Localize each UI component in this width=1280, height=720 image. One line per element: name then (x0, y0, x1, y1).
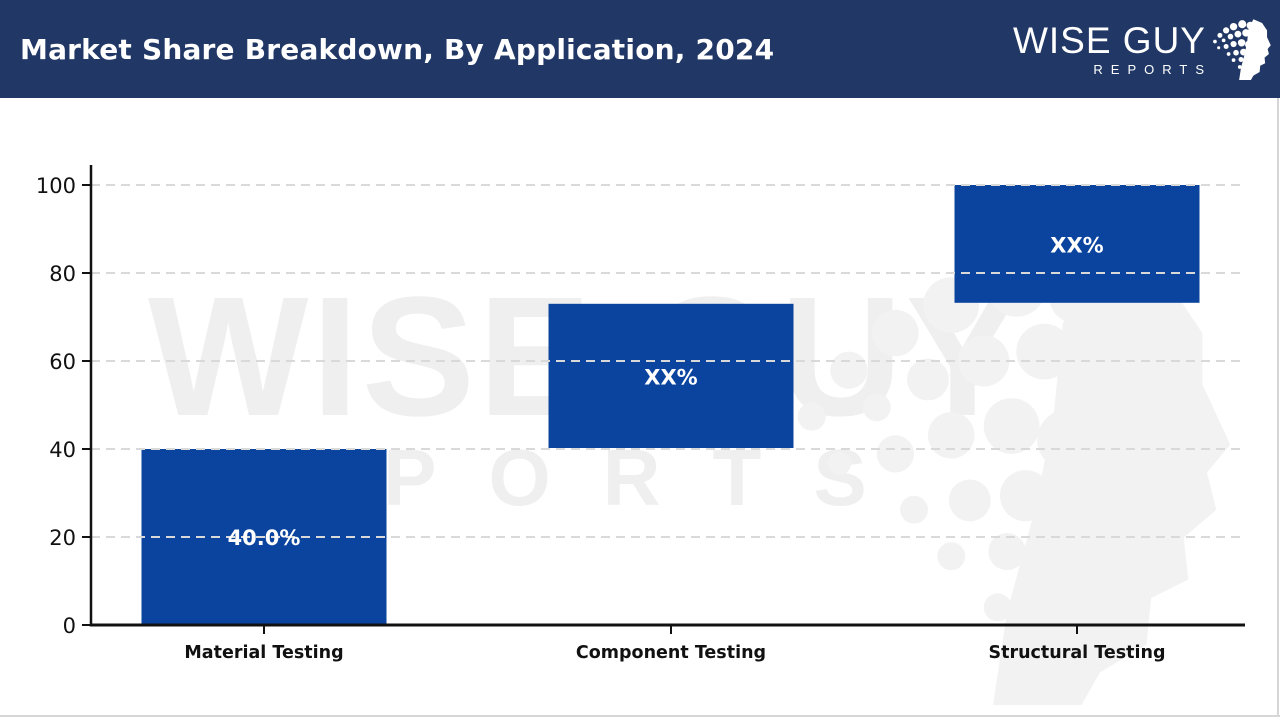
header: Market Share Breakdown, By Application, … (0, 0, 1280, 98)
y-tick-label-100: 100 (36, 174, 76, 198)
x-category-label-2: Structural Testing (988, 643, 1165, 663)
brand-name: WISE GUY (1012, 19, 1206, 61)
bar-value-label-2: XX% (1050, 233, 1103, 257)
bar-value-label-1: XX% (644, 365, 697, 389)
y-tick-label-40: 40 (49, 438, 76, 462)
bar-segment-1 (548, 303, 794, 448)
y-tick-label-20: 20 (49, 526, 76, 550)
x-category-label-1: Component Testing (576, 643, 766, 663)
chart-title: Market Share Breakdown, By Application, … (20, 32, 775, 66)
bottom-border-line (0, 715, 1280, 717)
y-tick-label-60: 60 (49, 350, 76, 374)
brand-logo: WISE GUY REPORTS (1013, 6, 1272, 92)
brand-wordmark: WISE GUY REPORTS (1013, 22, 1206, 77)
bar-value-label-0: 40.0% (228, 526, 301, 550)
bar-segment-2 (954, 185, 1200, 303)
y-tick-label-0: 0 (63, 614, 76, 638)
brand-face-icon (1213, 19, 1271, 81)
y-tick-label-80: 80 (49, 262, 76, 286)
brand-subtitle: REPORTS (1093, 61, 1212, 77)
x-category-label-0: Material Testing (184, 643, 343, 663)
right-border-line (1277, 98, 1279, 717)
